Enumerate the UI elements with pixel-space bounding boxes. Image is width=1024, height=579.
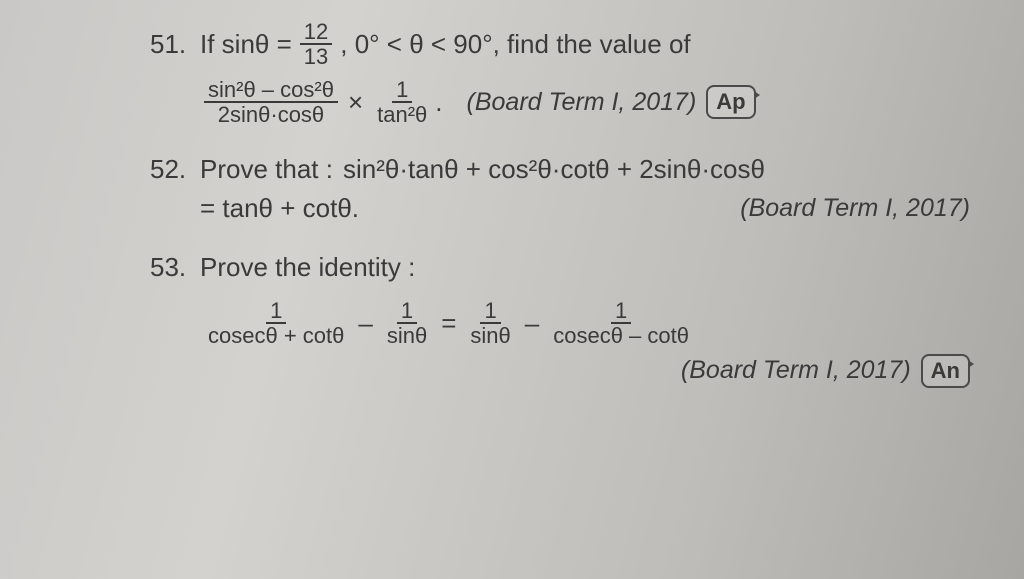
problem-number: 51. — [150, 29, 200, 60]
expr-end: . — [435, 87, 442, 118]
problem-51-line1: 51. If sinθ = 12 13 , 0° < θ < 90°, find… — [150, 20, 970, 68]
equals-operator: = — [441, 308, 456, 339]
frac-top: sin²θ – cos²θ — [204, 78, 338, 103]
frac-bot: sinθ — [383, 324, 431, 347]
fraction-12-13: 12 13 — [300, 20, 332, 68]
minus-operator: – — [358, 308, 372, 339]
frac-top: 12 — [300, 20, 332, 45]
badge-ap: Ap — [706, 85, 755, 119]
page-content: 51. If sinθ = 12 13 , 0° < θ < 90°, find… — [150, 20, 970, 416]
frac-bot: 13 — [300, 45, 332, 68]
source-text: (Board Term I, 2017) — [740, 194, 970, 223]
frac-top: 1 — [397, 299, 417, 324]
frac-bot: tan²θ — [373, 103, 431, 126]
problem-53-line1: 53. Prove the identity : — [150, 252, 970, 283]
badge-an: An — [921, 354, 970, 388]
lead-text: If sinθ = — [200, 29, 292, 60]
problem-51: 51. If sinθ = 12 13 , 0° < θ < 90°, find… — [150, 20, 970, 126]
problem-52: 52. Prove that : sin²θ·tanθ + cos²θ·cotθ… — [150, 154, 970, 224]
identity-t3: 1 sinθ — [466, 299, 514, 347]
problem-52-line2: = tanθ + cotθ. (Board Term I, 2017) — [200, 193, 970, 224]
equation-part1: sin²θ·tanθ + cos²θ·cotθ + 2sinθ·cosθ — [343, 154, 765, 185]
problem-number: 53. — [150, 252, 200, 283]
problem-51-expression: sin²θ – cos²θ 2sinθ·cosθ × 1 tan²θ . (Bo… — [200, 78, 970, 126]
minus-operator: – — [525, 308, 539, 339]
equation-part2: = tanθ + cotθ. — [200, 193, 359, 224]
frac-bot: cosecθ – cotθ — [549, 324, 693, 347]
lead-text: Prove that : — [200, 154, 333, 185]
problem-text: If sinθ = 12 13 , 0° < θ < 90°, find the… — [200, 20, 691, 68]
times-operator: × — [348, 87, 363, 118]
frac-bot: cosecθ + cotθ — [204, 324, 348, 347]
frac-top: 1 — [611, 299, 631, 324]
identity-t2: 1 sinθ — [383, 299, 431, 347]
frac-bot: 2sinθ·cosθ — [214, 103, 328, 126]
problem-number: 52. — [150, 154, 200, 185]
fraction-b: 1 tan²θ — [373, 78, 431, 126]
problem-52-line1: 52. Prove that : sin²θ·tanθ + cos²θ·cotθ… — [150, 154, 970, 185]
after-frac-text: , 0° < θ < 90°, find the value of — [340, 29, 690, 60]
source-text: (Board Term I, 2017) — [681, 356, 911, 385]
identity-t1: 1 cosecθ + cotθ — [204, 299, 348, 347]
frac-bot: sinθ — [466, 324, 514, 347]
problem-text: Prove the identity : — [200, 252, 415, 283]
identity-t4: 1 cosecθ – cotθ — [549, 299, 693, 347]
fraction-a: sin²θ – cos²θ 2sinθ·cosθ — [204, 78, 338, 126]
problem-53-identity: 1 cosecθ + cotθ – 1 sinθ = 1 sinθ – 1 co… — [200, 299, 970, 347]
problem-text: Prove that : sin²θ·tanθ + cos²θ·cotθ + 2… — [200, 154, 765, 185]
frac-top: 1 — [480, 299, 500, 324]
frac-top: 1 — [266, 299, 286, 324]
source-text: (Board Term I, 2017) — [467, 88, 697, 117]
problem-53: 53. Prove the identity : 1 cosecθ + cotθ… — [150, 252, 970, 387]
problem-53-source-row: (Board Term I, 2017) An — [150, 354, 970, 388]
lead-text: Prove the identity : — [200, 252, 415, 283]
frac-top: 1 — [392, 78, 412, 103]
